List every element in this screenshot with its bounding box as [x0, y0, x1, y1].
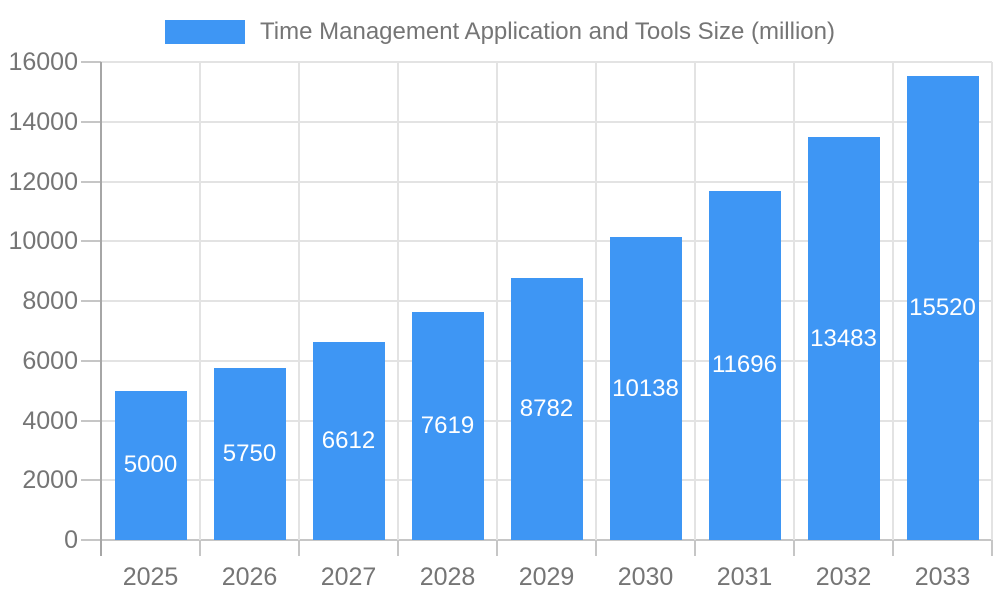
x-axis-tick [595, 540, 597, 556]
bar-value-label: 15520 [909, 294, 976, 322]
gridline-vertical [595, 62, 597, 540]
gridline-horizontal [101, 120, 992, 123]
x-axis-tick [694, 540, 696, 556]
x-axis-tick [991, 540, 993, 556]
bar-value-label: 6612 [321, 427, 376, 455]
y-axis-tick [81, 300, 101, 302]
y-axis-tick [81, 120, 101, 123]
gridline-vertical [694, 62, 696, 540]
y-axis-tick [81, 419, 101, 422]
bar-value-label: 7619 [420, 412, 475, 440]
bar-2033 [906, 76, 979, 540]
bar-2030 [609, 237, 682, 540]
y-axis-tick [81, 359, 101, 362]
y-axis-tick-label: 6000 [22, 346, 78, 375]
chart-legend: Time Management Application and Tools Si… [0, 17, 1000, 47]
bar-2026 [213, 368, 286, 540]
x-axis-tick [199, 540, 201, 556]
gridline-vertical [496, 62, 498, 540]
y-axis-tick [81, 479, 101, 482]
bar-value-label: 11696 [712, 351, 777, 379]
bar-value-label: 10138 [612, 374, 679, 402]
bar-value-label: 5000 [123, 451, 178, 479]
gridline-vertical [793, 62, 795, 540]
y-axis-tick-label: 2000 [22, 466, 78, 495]
x-axis-category-label: 2033 [914, 563, 971, 591]
x-axis-category-label: 2026 [221, 563, 278, 591]
gridline-vertical [892, 62, 894, 540]
bar-value-label: 5750 [222, 440, 277, 468]
x-axis-category-label: 2027 [320, 563, 377, 591]
y-axis-tick-label: 4000 [22, 406, 78, 435]
gridline-vertical [199, 62, 201, 540]
x-axis-category-label: 2028 [419, 563, 476, 591]
gridline-horizontal [101, 180, 992, 183]
x-axis-tick [397, 540, 399, 556]
x-axis-baseline [101, 539, 992, 541]
bar-value-label: 8782 [519, 394, 574, 422]
y-axis-tick [81, 539, 101, 541]
bar-2028 [411, 312, 484, 540]
chart-title: Time Management Application and Tools Si… [260, 18, 835, 45]
x-axis-category-label: 2031 [716, 563, 773, 591]
bar-2025 [114, 390, 187, 540]
bar-2029 [510, 277, 583, 540]
gridline-horizontal [101, 240, 992, 243]
x-axis-category-label: 2030 [617, 563, 674, 591]
y-axis-tick-label: 0 [64, 526, 78, 554]
y-axis-tick-label: 8000 [22, 287, 78, 315]
gridline-vertical [298, 62, 300, 540]
y-axis-tick-label: 16000 [8, 48, 78, 76]
y-axis-tick-label: 10000 [8, 227, 78, 256]
x-axis-category-label: 2032 [815, 563, 872, 591]
bar-value-label: 13483 [810, 324, 877, 352]
y-axis-tick-label: 12000 [8, 167, 78, 196]
y-axis-tick-label: 14000 [8, 107, 78, 136]
x-axis-tick [298, 540, 300, 556]
bar-2032 [807, 137, 880, 540]
legend-swatch [165, 20, 246, 44]
x-axis-category-label: 2025 [122, 563, 179, 591]
y-axis-line [100, 62, 102, 556]
x-axis-tick [496, 540, 498, 556]
gridline-vertical [991, 62, 993, 540]
bar-2027 [312, 342, 385, 540]
gridline-vertical [397, 62, 399, 540]
y-axis-tick [81, 240, 101, 243]
y-axis-tick [81, 180, 101, 183]
gridline-horizontal [101, 61, 992, 63]
y-axis-tick [81, 61, 101, 63]
x-axis-tick [892, 540, 894, 556]
bar-2031 [708, 190, 781, 540]
x-axis-tick [793, 540, 795, 556]
x-axis-category-label: 2029 [518, 563, 575, 591]
